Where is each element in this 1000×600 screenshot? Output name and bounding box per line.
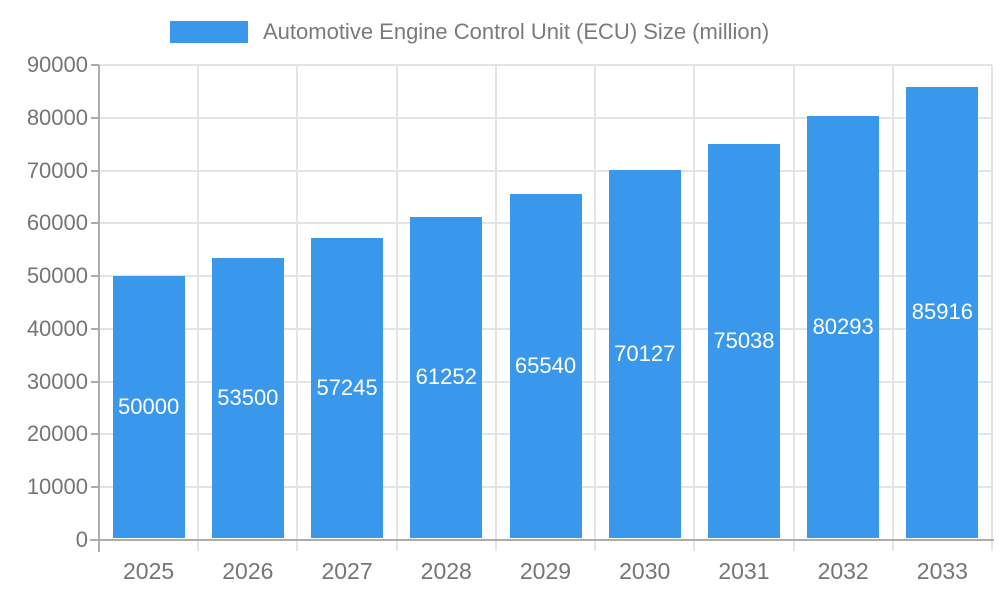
bar-value-label: 53500 (217, 384, 279, 410)
chart-legend[interactable]: Automotive Engine Control Unit (ECU) Siz… (170, 20, 769, 44)
y-axis-tick (91, 380, 99, 383)
y-axis-tick (91, 433, 99, 436)
bar-2031[interactable]: 75038 (707, 143, 780, 538)
gridline-v (395, 65, 398, 551)
y-axis-label: 70000 (26, 157, 88, 183)
bar-2032[interactable]: 80293 (807, 116, 880, 538)
x-axis-label: 2025 (123, 558, 175, 584)
bar-value-label: 50000 (118, 394, 180, 420)
gridline-h (99, 169, 992, 172)
y-axis-line (98, 65, 100, 552)
y-axis-label: 50000 (26, 263, 88, 289)
x-axis-label: 2026 (222, 558, 274, 584)
bar-2027[interactable]: 57245 (311, 237, 384, 538)
x-axis-label: 2031 (718, 558, 770, 584)
y-axis-label: 80000 (26, 104, 88, 130)
bar-2033[interactable]: 85916 (906, 86, 979, 538)
bar-value-label: 65540 (514, 353, 577, 379)
x-axis-label: 2032 (817, 558, 869, 584)
bar-value-label: 75038 (713, 327, 775, 353)
y-axis-tick (91, 169, 99, 172)
y-axis-tick (91, 486, 99, 489)
bar-2026[interactable]: 53500 (211, 257, 284, 538)
bar-2028[interactable]: 61252 (410, 216, 483, 538)
bar-value-label: 57245 (316, 374, 378, 400)
bar-2025[interactable]: 50000 (112, 276, 185, 538)
bar-value-label: 70127 (614, 340, 676, 366)
gridline-v (891, 65, 894, 551)
gridline-h (99, 64, 992, 66)
x-axis-label: 2033 (916, 558, 968, 584)
x-axis-label: 2030 (619, 558, 671, 584)
y-axis-label: 0 (75, 527, 88, 552)
bar-value-label: 85916 (911, 299, 973, 325)
bar-2029[interactable]: 65540 (509, 194, 582, 538)
gridline-v (197, 65, 200, 551)
y-axis-label: 30000 (26, 368, 88, 394)
y-axis-tick (91, 116, 99, 119)
gridline-v (296, 65, 299, 551)
gridline-v (693, 65, 696, 551)
x-axis-label: 2027 (321, 558, 373, 584)
plot-area: 0 10000 20000 30000 40000 50000 60000 70000 8000… (27, 52, 994, 584)
y-axis-label: 10000 (26, 474, 88, 500)
y-axis-tick (91, 222, 99, 225)
bar-value-label: 61252 (415, 364, 477, 390)
x-axis-label: 2028 (420, 558, 472, 584)
gridline-v (594, 65, 597, 551)
y-axis-tick (91, 64, 99, 66)
gridline-v (991, 65, 993, 551)
gridline-v (494, 65, 497, 551)
legend-swatch (170, 21, 248, 43)
legend-label: Automotive Engine Control Unit (ECU) Siz… (263, 19, 770, 44)
gridline-h (99, 116, 992, 119)
y-axis-label: 20000 (26, 421, 88, 447)
bar-2030[interactable]: 70127 (608, 169, 681, 538)
y-axis-label: 40000 (26, 315, 88, 341)
y-axis-tick (91, 327, 99, 330)
y-axis-tick (91, 275, 99, 278)
x-axis-label: 2029 (519, 558, 572, 584)
y-axis-label: 90000 (26, 52, 88, 77)
y-axis-label: 60000 (26, 210, 88, 236)
gridline-v (792, 65, 795, 551)
x-axis-line (90, 539, 994, 541)
bar-value-label: 80293 (812, 314, 874, 340)
